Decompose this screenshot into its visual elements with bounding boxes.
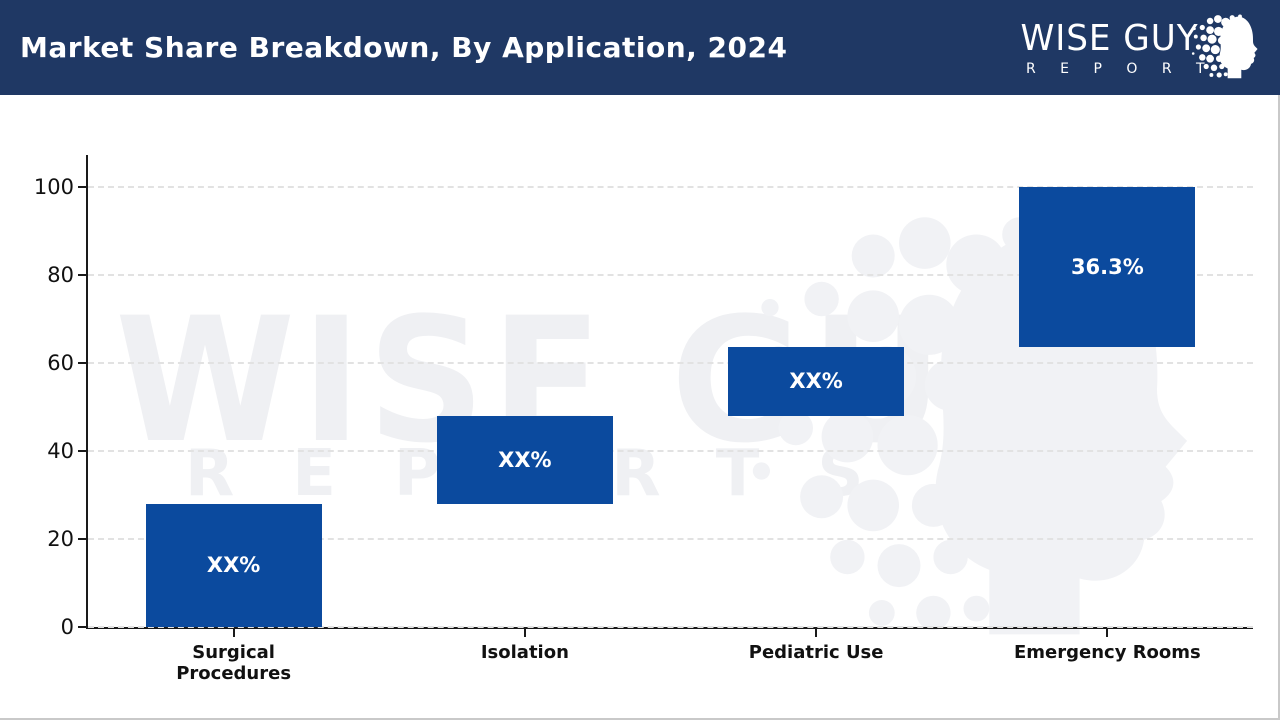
x-tick-label: Surgical Procedures (176, 642, 292, 684)
logo-subtitle: R E P O R T S (1026, 61, 1248, 77)
bar-value-label: XX% (206, 553, 261, 578)
gridline (88, 362, 1253, 364)
wiseguy-logo: WISE GUY R E P O R T S (1016, 4, 1266, 92)
plot-area: 0 20 40 60 80 100 XX% Surgical Procedures XX% Iso… (34, 155, 1253, 684)
logo-wordmark: WISE GUY (1020, 18, 1199, 59)
bar-isolation: XX% (436, 415, 613, 504)
logo-text: WISE GUY R E P O R T S (1016, 18, 1248, 77)
y-tick-label: 40 (47, 439, 74, 463)
x-tick-label: Pediatric Use (748, 642, 884, 663)
face-profile-icon (1191, 14, 1258, 79)
gridline (88, 450, 1253, 452)
header-bar: Market Share Breakdown, By Application, … (0, 0, 1280, 95)
y-tick-label: 60 (47, 351, 74, 375)
gridline (88, 626, 1253, 628)
y-tick-label: 100 (33, 175, 74, 199)
x-axis-line (86, 627, 1253, 629)
y-tick-mark (78, 626, 86, 628)
x-tick-label: Isolation (480, 642, 569, 663)
y-tick-mark (78, 274, 86, 276)
y-tick-label: 0 (60, 615, 74, 639)
x-tick-mark (1106, 629, 1109, 637)
y-tick-mark (78, 450, 86, 452)
y-tick-mark (78, 538, 86, 540)
x-tick-label: Emergency Rooms (1013, 642, 1201, 663)
x-tick-mark (815, 629, 818, 637)
y-tick-label: 80 (47, 263, 74, 287)
page-right-border (1278, 95, 1280, 720)
bar-value-label: XX% (498, 447, 552, 472)
gridline (88, 538, 1253, 540)
page-bottom-border (0, 718, 1280, 720)
bar-emergency-rooms: 36.3% (1019, 187, 1196, 347)
bar-surgical-procedures: XX% (145, 503, 322, 627)
y-axis-line (86, 155, 88, 629)
gridline (88, 186, 1253, 188)
y-tick-mark (78, 362, 86, 364)
bar-pediatric-use: XX% (728, 346, 905, 416)
x-tick-mark (523, 629, 526, 637)
y-tick-mark (78, 186, 86, 188)
bar-value-label: 36.3% (1070, 254, 1144, 279)
y-tick-label: 20 (47, 527, 74, 551)
x-tick-mark (232, 629, 235, 637)
bar-value-label: XX% (789, 369, 843, 394)
gridline (88, 274, 1253, 276)
page-title: Market Share Breakdown, By Application, … (20, 31, 788, 64)
